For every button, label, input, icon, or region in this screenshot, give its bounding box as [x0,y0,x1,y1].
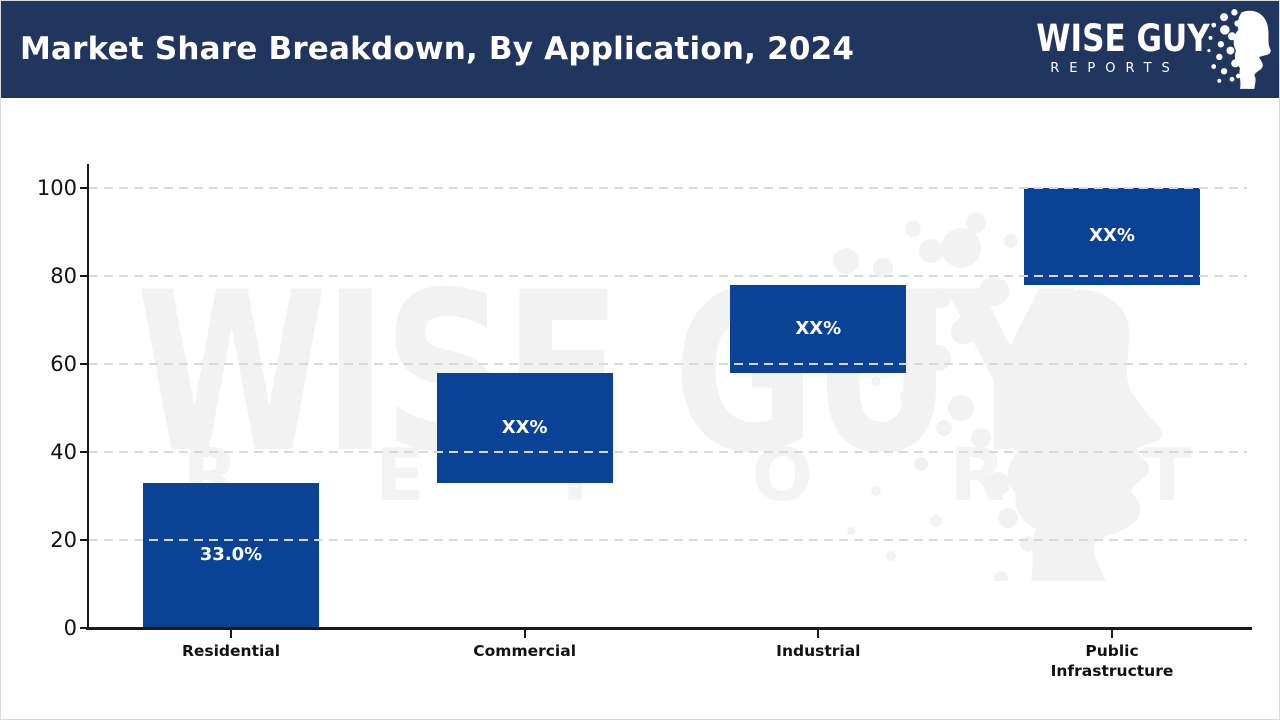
chart-title: Market Share Breakdown, By Application, … [20,31,855,67]
bar-segment [143,482,319,628]
x-tick-mark [1111,630,1113,638]
brand-logo: WISE GUY REPORTS [1022,4,1272,94]
watermark-head-dots-graphic [833,213,1163,581]
y-tick-label: 60 [50,352,77,376]
category-label: Public Infrastructure [1050,642,1174,681]
bar-value-label: XX% [795,317,842,339]
x-axis-line [86,627,1252,630]
y-tick-mark [80,187,88,189]
gridline-20 [89,539,1247,541]
bar-segment [436,372,613,483]
y-tick-label: 100 [36,176,77,200]
y-tick-label: 0 [63,616,77,640]
gridline-40 [89,451,1247,453]
gridline-100 [89,187,1247,189]
header-banner: Market Share Breakdown, By Application, … [1,1,1279,98]
category-label: Residential [181,642,281,660]
bar-value-label: XX% [1089,225,1135,247]
y-axis-line [87,164,89,630]
gridline-80 [89,275,1247,277]
y-tick-mark [80,451,88,453]
x-tick-mark [230,630,232,638]
x-tick-mark [523,630,526,638]
y-tick-mark [80,539,88,541]
bar-value-label: XX% [501,416,548,438]
bar-segment [1024,188,1200,285]
x-tick-mark [817,630,820,638]
category-label: Commercial [473,642,577,660]
y-tick-label: 20 [50,528,77,552]
brand-logo-name: WISE GUY [1036,17,1210,60]
y-tick-mark [80,363,88,365]
bar-segment [730,284,907,373]
y-tick-label: 80 [50,264,77,288]
y-tick-mark [80,627,88,629]
bar-value-label: 33.0% [199,544,263,566]
brand-logo-text: WISE GUY REPORTS [1022,17,1210,76]
brand-logo-head-icon [1207,9,1271,89]
brand-logo-subtitle: REPORTS [1050,60,1180,76]
y-tick-mark [80,275,88,277]
category-label: Industrial [776,642,861,660]
y-tick-label: 40 [50,440,77,464]
gridline-60 [89,363,1247,365]
